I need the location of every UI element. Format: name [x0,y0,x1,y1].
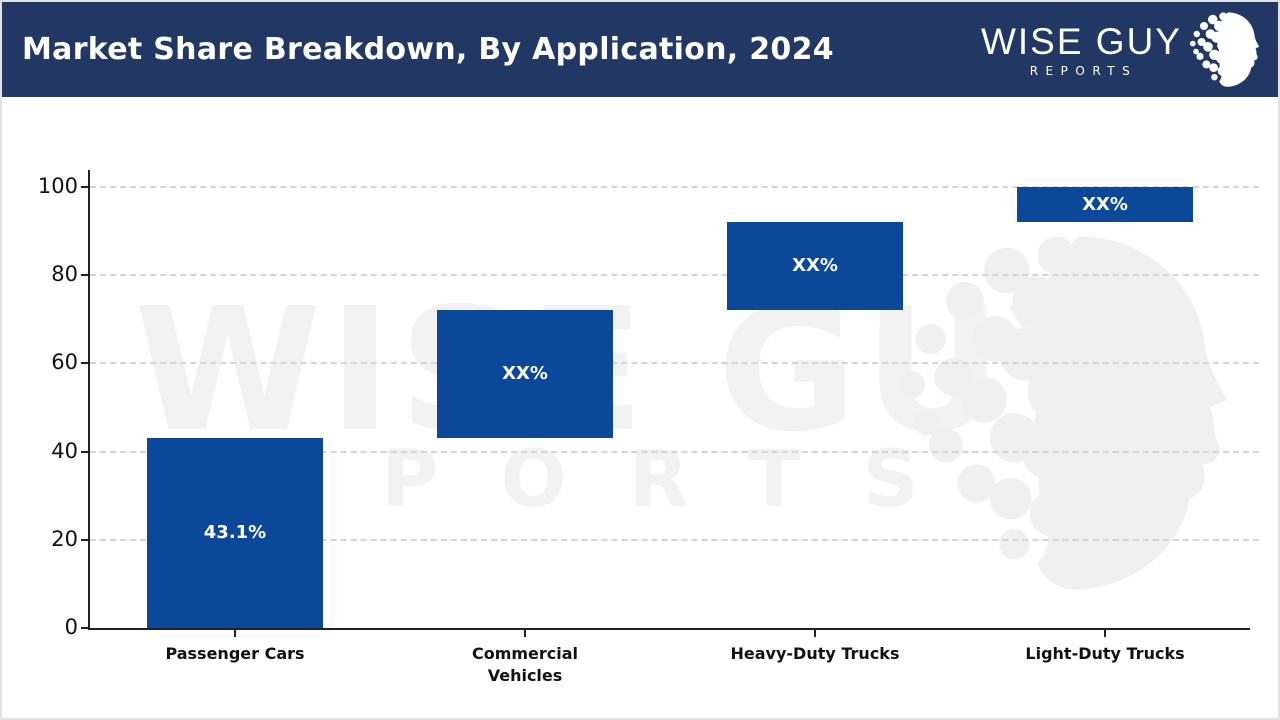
logo-subtitle: REPORTS [1029,63,1138,78]
y-tick-mark [81,186,90,188]
y-tick-mark [81,450,90,453]
logo-text: WISE GUY REPORTS [981,23,1182,77]
y-tick-mark [81,362,90,365]
bar-light-duty-trucks: XX% [1017,187,1193,223]
y-gridline [90,186,1259,188]
logo-name: WISE GUY [980,20,1182,62]
y-tick-label: 20 [51,526,78,551]
x-tick-mark [524,630,526,637]
y-tick-label: 100 [37,174,78,198]
y-gridline [90,362,1259,365]
x-axis-line [88,628,1250,630]
chart-area: WISE GUY REPORTS 0 20 40 60 80 100 43.1% Passen… [2,97,1278,718]
y-axis-line [88,170,90,630]
x-tick-mark [234,630,236,637]
y-tick-mark [81,538,90,541]
y-tick-label: 60 [51,350,78,375]
bar-heavy-duty-trucks: XX% [727,222,903,310]
y-tick-mark [81,627,90,629]
bar-value-label: XX% [502,363,548,385]
x-tick-mark [1104,630,1106,637]
y-tick-label: 80 [51,262,78,287]
watermark-head-icon [898,236,1228,590]
y-tick-label: 0 [64,615,78,639]
logo-head-icon [1190,11,1260,87]
bar-value-label: XX% [1082,194,1128,216]
header-band: Market Share Breakdown, By Application, … [2,2,1278,97]
x-category-label: Passenger Cars [165,644,305,663]
bar-value-label: XX% [792,255,838,277]
x-category-label: Heavy-Duty Trucks [730,644,900,663]
bar-commercial-vehicles: XX% [437,309,613,438]
x-tick-mark [814,630,816,637]
bar-passenger-cars: 43.1% [147,437,323,628]
y-tick-mark [81,274,90,277]
x-category-label: Commercial Vehicles [471,644,579,685]
y-gridline [90,538,1259,541]
bar-value-label: 43.1% [203,522,267,544]
y-gridline [90,274,1259,277]
x-category-label: Light-Duty Trucks [1025,644,1185,663]
y-tick-label: 40 [51,438,78,463]
chart-title: Market Share Breakdown, By Application, … [22,32,834,67]
y-gridline [90,450,1259,453]
wise-guy-logo: WISE GUY REPORTS [981,9,1264,91]
